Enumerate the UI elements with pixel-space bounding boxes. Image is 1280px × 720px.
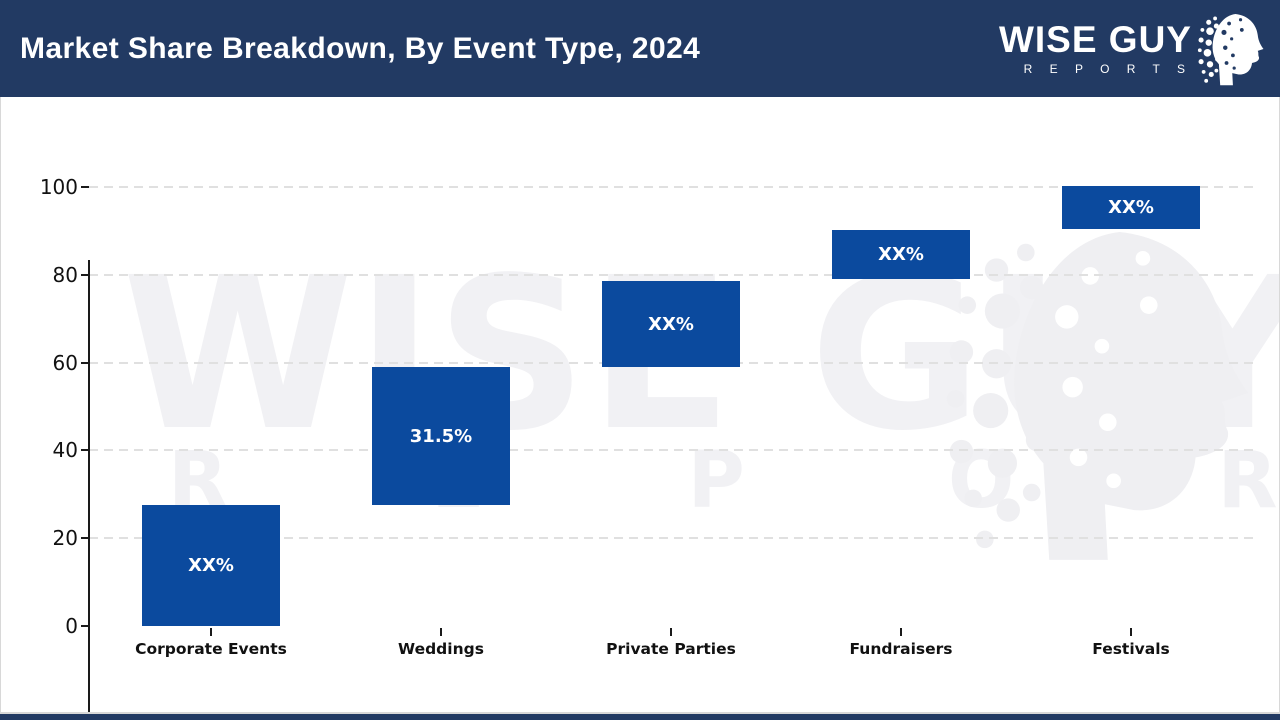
- y-tick-label: 0: [65, 614, 78, 638]
- y-tick-mark: [81, 449, 89, 452]
- x-tick-label-festivals: Festivals: [1092, 640, 1170, 658]
- brand-subtitle: R E P O R T S: [1023, 62, 1192, 76]
- x-tick-mark: [670, 628, 672, 636]
- x-tick-label-weddings: Weddings: [398, 640, 484, 658]
- gridline-y-100: [89, 186, 1253, 188]
- y-tick-mark: [81, 361, 89, 364]
- bar-festivals: XX%: [1062, 186, 1200, 229]
- gridline-y-40: [89, 449, 1253, 452]
- footer-bar: [0, 714, 1280, 720]
- y-tick-mark: [81, 186, 89, 188]
- y-axis-line: [88, 260, 90, 720]
- bar-value-label: XX%: [648, 313, 694, 335]
- head-logo-icon: [1197, 13, 1264, 85]
- brand-logo: WISE GUY R E P O R T S: [999, 10, 1266, 88]
- bar-weddings: 31.5%: [372, 366, 510, 506]
- bar-value-label: XX%: [188, 555, 234, 577]
- bar-private-parties: XX%: [602, 281, 740, 367]
- gridline-y-20: [89, 537, 1253, 540]
- y-tick-mark: [81, 273, 89, 276]
- plot-area: [0, 97, 1280, 720]
- bar-value-label: XX%: [878, 243, 924, 265]
- bar-corporate-events: XX%: [142, 505, 280, 626]
- y-tick-label: 80: [52, 262, 78, 287]
- y-tick-label: 20: [52, 526, 78, 551]
- x-tick-mark: [210, 628, 212, 636]
- bar-value-label: XX%: [1108, 196, 1154, 218]
- bottom-divider: [0, 712, 1280, 714]
- y-tick-mark: [81, 625, 89, 627]
- y-tick-mark: [81, 537, 89, 540]
- y-tick-label: 100: [39, 175, 78, 199]
- bar-value-label: 31.5%: [409, 425, 473, 447]
- bar-fundraisers: XX%: [832, 229, 970, 280]
- brand-logo-text: WISE GUY R E P O R T S: [999, 21, 1192, 76]
- x-tick-label-corporate-events: Corporate Events: [135, 640, 287, 658]
- header-bar: Market Share Breakdown, By Event Type, 2…: [0, 0, 1280, 97]
- x-tick-label-private-parties: Private Parties: [606, 640, 736, 658]
- brand-name: WISE GUY: [998, 19, 1192, 60]
- left-border: [0, 97, 1, 714]
- chart-title: Market Share Breakdown, By Event Type, 2…: [20, 31, 701, 65]
- x-tick-mark: [1130, 628, 1132, 636]
- x-tick-mark: [440, 628, 442, 636]
- y-tick-label: 60: [52, 350, 78, 375]
- y-tick-label: 40: [52, 438, 78, 463]
- x-tick-mark: [900, 628, 902, 636]
- x-tick-label-fundraisers: Fundraisers: [849, 640, 953, 658]
- gridline-y-80: [89, 273, 1253, 276]
